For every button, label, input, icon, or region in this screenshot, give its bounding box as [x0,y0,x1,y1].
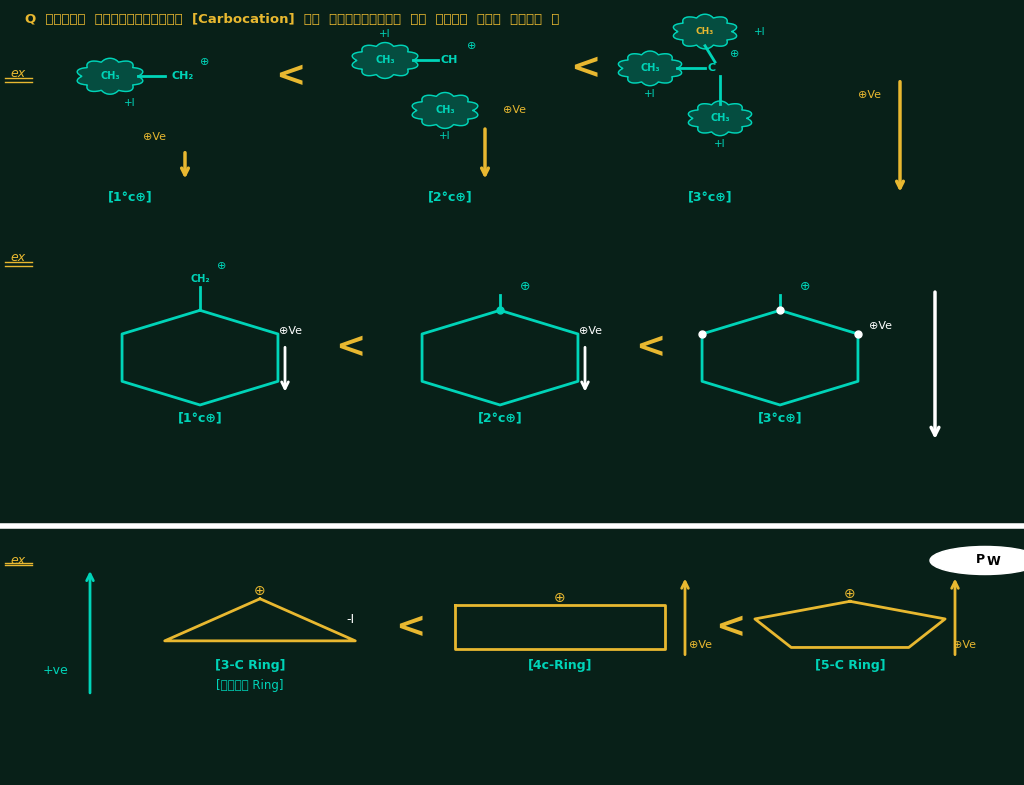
Text: ⊕: ⊕ [254,584,266,598]
Text: <: < [569,51,600,86]
Text: +ve: +ve [42,663,68,677]
Text: ⊕: ⊕ [800,280,810,293]
Text: W: W [987,554,1000,568]
Text: ⊕Ve: ⊕Ve [858,89,882,100]
Text: +I: +I [124,97,136,108]
Text: C: C [708,64,716,73]
Text: [2°c⊕]: [2°c⊕] [477,411,522,425]
Text: CH₃: CH₃ [375,56,395,65]
Text: [1°c⊕]: [1°c⊕] [108,191,153,204]
Text: ⊕Ve: ⊕Ve [953,640,977,650]
Text: ⊕Ve: ⊕Ve [579,327,601,336]
Text: ex: ex [10,68,26,80]
Polygon shape [688,101,752,136]
Polygon shape [352,42,418,78]
Text: CH₃: CH₃ [435,105,455,115]
Text: +I: +I [714,139,726,148]
Text: ex: ex [10,554,26,567]
Text: ⊕: ⊕ [520,280,530,293]
Text: <: < [335,330,366,364]
Text: [3°c⊕]: [3°c⊕] [758,411,803,425]
Text: CH: CH [440,56,458,65]
Text: ⊕: ⊕ [554,590,566,604]
Text: ⊕Ve: ⊕Ve [504,105,526,115]
Text: [5-C Ring]: [5-C Ring] [815,659,886,672]
Text: [4c-Ring]: [4c-Ring] [527,659,592,672]
Text: Q  निम्न  कार्बधनाथनो  [Carbocation]  की  स्पायीव्त  के  क्रम  में  लिखो  ।: Q निम्न कार्बधनाथनो [Carbocation] की स्प… [25,13,559,26]
Polygon shape [413,93,478,129]
Text: <: < [395,610,425,644]
Text: +I: +I [439,130,451,141]
Text: [3-C Ring]: [3-C Ring] [215,659,286,672]
Text: -I: -I [346,612,354,626]
Text: P: P [976,553,985,567]
Text: <: < [635,330,666,364]
Text: [3°c⊕]: [3°c⊕] [688,191,732,204]
Text: ⊕Ve: ⊕Ve [868,321,892,331]
Text: CH₃: CH₃ [696,27,714,36]
Text: ⊕Ve: ⊕Ve [279,327,301,336]
Text: +I: +I [379,29,391,39]
Text: CH₂: CH₂ [172,71,195,82]
Text: <: < [274,59,305,93]
Text: ⊕: ⊕ [201,57,210,67]
Polygon shape [618,51,682,86]
Text: ⊕: ⊕ [217,261,226,271]
Text: CH₃: CH₃ [100,71,120,82]
Polygon shape [674,14,736,49]
Circle shape [930,546,1024,575]
Text: [छोटी Ring]: [छोटी Ring] [216,679,284,692]
Text: ⊕: ⊕ [730,49,739,59]
Text: [1°c⊕]: [1°c⊕] [177,411,222,425]
Text: CH₃: CH₃ [711,113,730,123]
Text: ⊕Ve: ⊕Ve [143,132,167,142]
Text: ⊕: ⊕ [467,42,477,51]
Text: CH₂: CH₂ [190,274,210,283]
Text: ⊕Ve: ⊕Ve [688,640,712,650]
Text: <: < [715,610,745,644]
Text: CH₃: CH₃ [640,64,659,73]
Text: ⊕: ⊕ [844,586,856,601]
Text: +I: +I [644,89,655,99]
Text: ex: ex [10,251,26,265]
Text: +I: +I [755,27,766,37]
Text: [2°c⊕]: [2°c⊕] [428,191,472,204]
Polygon shape [77,58,142,94]
